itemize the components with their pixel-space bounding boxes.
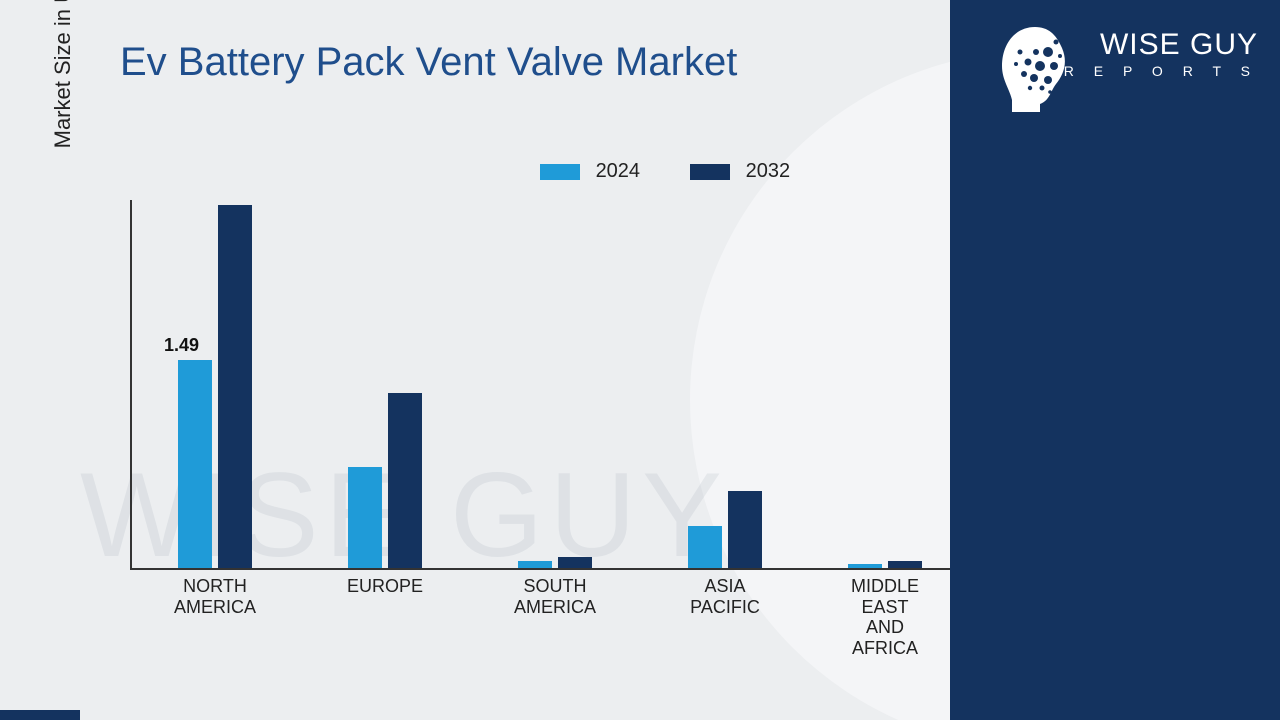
bar-2024 [348,467,382,568]
brand-line2: R E P O R T S [1064,64,1258,78]
legend-swatch-2024 [540,164,580,180]
bar-2024 [178,360,212,568]
legend-label-2032: 2032 [746,160,791,182]
category-label: NORTHAMERICA [140,576,290,617]
bar-2032 [888,561,922,568]
stage: WISE GUY REPORTS Ev Battery Pack Vent Va… [0,0,1280,720]
legend-swatch-2032 [690,164,730,180]
y-axis-label: Market Size in USD Billion [50,0,76,220]
brand-logo: WISE GUY R E P O R T S [1064,30,1258,78]
bar-2024 [518,561,552,568]
legend-item-2024: 2024 [540,160,640,183]
bar-2032 [728,491,762,568]
bar-chart: 2024 2032 Market Size in USD Billion 1.4… [100,160,960,680]
legend-item-2032: 2032 [690,160,790,183]
bar-2032 [218,205,252,568]
legend-label-2024: 2024 [596,160,641,182]
bar-2024 [848,564,882,568]
brand-line1: WISE GUY [1064,30,1258,60]
category-label: MIDDLEEASTANDAFRICA [810,576,960,659]
bottom-accent [0,710,80,720]
bar-2024 [688,526,722,568]
bar-2032 [558,557,592,568]
bar-2032 [388,393,422,568]
category-label: EUROPE [310,576,460,597]
category-label: ASIAPACIFIC [650,576,800,617]
value-label: 1.49 [164,335,199,356]
category-label: SOUTHAMERICA [480,576,630,617]
plot-area: 1.49 [130,200,950,570]
legend: 2024 2032 [540,160,790,183]
chart-title: Ev Battery Pack Vent Valve Market [120,40,737,85]
